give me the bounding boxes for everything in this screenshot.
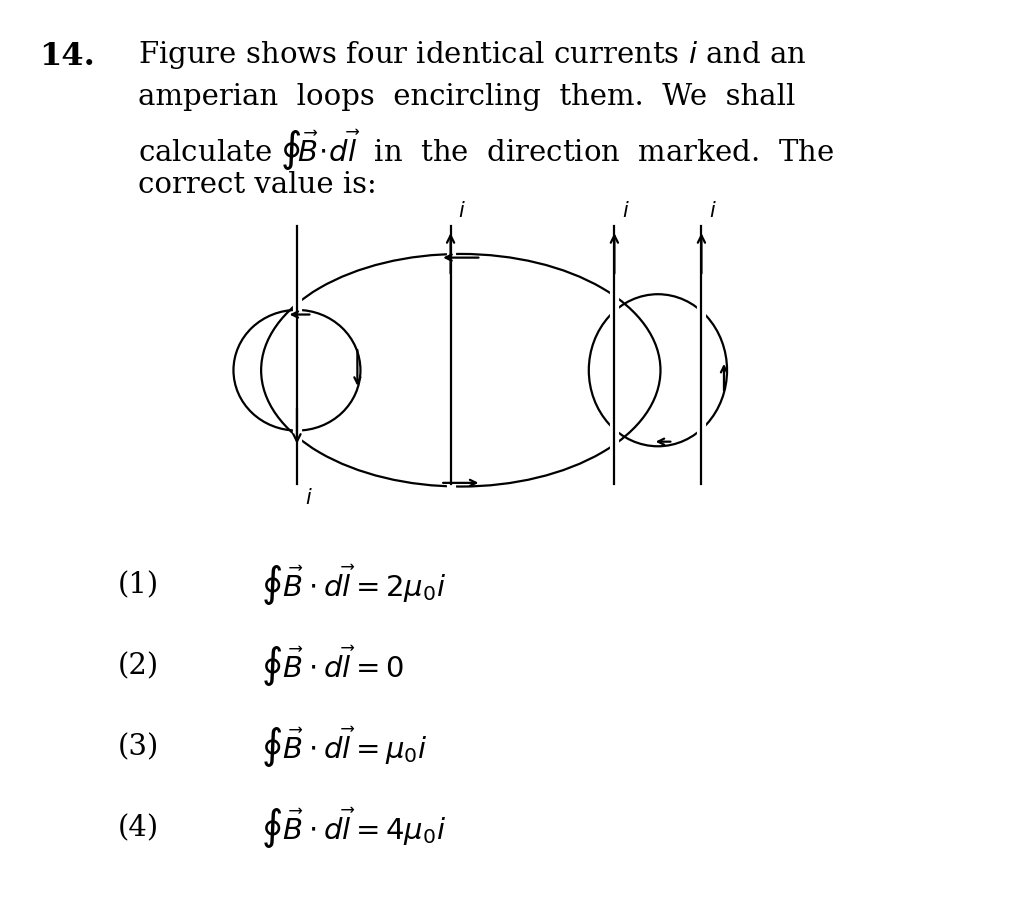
- Text: $i$: $i$: [622, 201, 630, 221]
- Text: 14.: 14.: [39, 41, 95, 73]
- Text: (2): (2): [118, 652, 159, 680]
- Text: $i$: $i$: [305, 488, 313, 508]
- Text: $\oint \vec{B} \cdot d\vec{l} = 2\mu_0 i$: $\oint \vec{B} \cdot d\vec{l} = 2\mu_0 i…: [261, 563, 446, 607]
- Text: amperian  loops  encircling  them.  We  shall: amperian loops encircling them. We shall: [138, 83, 796, 111]
- Text: (3): (3): [118, 733, 159, 761]
- Text: $i$: $i$: [709, 201, 717, 221]
- Text: (4): (4): [118, 814, 159, 842]
- Text: $\oint \vec{B} \cdot d\vec{l} = 4\mu_0 i$: $\oint \vec{B} \cdot d\vec{l} = 4\mu_0 i…: [261, 806, 446, 850]
- Text: correct value is:: correct value is:: [138, 171, 377, 199]
- Text: (1): (1): [118, 571, 159, 599]
- Text: $i$: $i$: [458, 201, 466, 221]
- Text: $\oint \vec{B} \cdot d\vec{l} = \mu_0 i$: $\oint \vec{B} \cdot d\vec{l} = \mu_0 i$: [261, 725, 428, 769]
- Text: $\oint \vec{B} \cdot d\vec{l} = 0$: $\oint \vec{B} \cdot d\vec{l} = 0$: [261, 644, 404, 688]
- Text: Figure shows four identical currents $i$ and an: Figure shows four identical currents $i$…: [138, 39, 807, 71]
- Text: calculate $\oint\!\vec{B}\!\cdot\! d\vec{l}$  in  the  direction  marked.  The: calculate $\oint\!\vec{B}\!\cdot\! d\vec…: [138, 127, 835, 172]
